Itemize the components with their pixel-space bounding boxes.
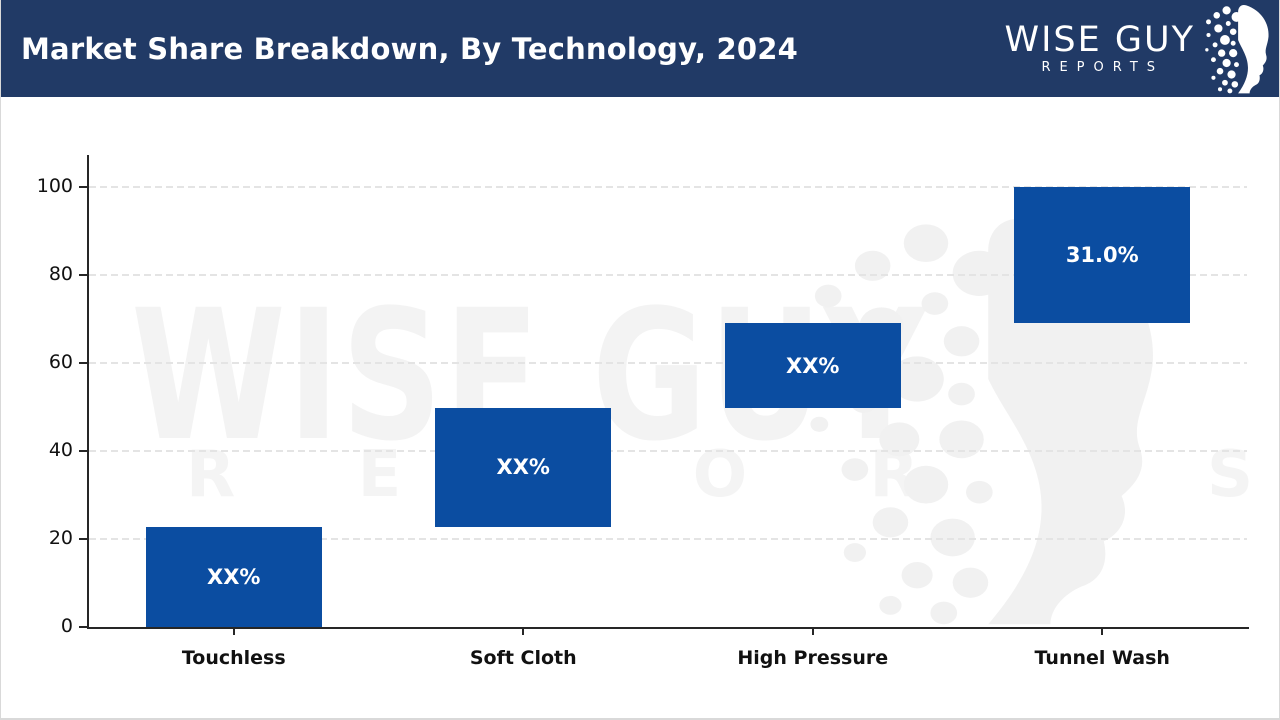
gridline-40 bbox=[89, 450, 1247, 452]
y-tick-label-100: 100 bbox=[36, 175, 73, 197]
x-category-label-1: Soft Cloth bbox=[469, 647, 577, 669]
logo-wordmark: WISE GUY bbox=[1004, 19, 1195, 60]
y-tick-100 bbox=[79, 186, 87, 188]
bar-value-label: 31.0% bbox=[1065, 243, 1139, 268]
bar-value-label: XX% bbox=[207, 565, 261, 590]
gridline-100 bbox=[89, 186, 1247, 188]
y-tick-20 bbox=[79, 538, 87, 540]
y-tick-label-0: 0 bbox=[60, 615, 73, 637]
wiseguy-logo-text: WISE GUY REPORTS bbox=[1004, 19, 1195, 76]
x-category-label-2: High Pressure bbox=[737, 647, 889, 669]
y-tick-80 bbox=[79, 274, 87, 276]
wiseguy-head-icon bbox=[1205, 4, 1269, 93]
bar-value-label: XX% bbox=[786, 353, 840, 378]
gridline-80 bbox=[89, 274, 1247, 276]
x-category-label-0: Touchless bbox=[181, 647, 286, 669]
y-tick-0 bbox=[79, 626, 87, 628]
y-tick-label-20: 20 bbox=[48, 527, 73, 549]
plot-area: 0 20 40 60 80 100 XX% Touchless XX% Soft Cloth XX%… bbox=[37, 155, 1249, 669]
bar-tunnel-wash: 31.0% bbox=[1014, 187, 1191, 324]
gridline-20 bbox=[89, 538, 1247, 540]
page-title: Market Share Breakdown, By Technology, 2… bbox=[21, 31, 799, 66]
y-tick-label-80: 80 bbox=[48, 263, 73, 285]
y-axis-line bbox=[87, 155, 89, 629]
x-tick-2 bbox=[811, 627, 814, 635]
wiseguy-logo: WISE GUY REPORTS bbox=[1004, 3, 1279, 95]
y-tick-label-40: 40 bbox=[48, 439, 73, 461]
y-tick-label-60: 60 bbox=[48, 351, 73, 373]
gridline-60 bbox=[89, 362, 1247, 364]
bar-touchless: XX% bbox=[145, 527, 322, 627]
x-tick-3 bbox=[1101, 627, 1104, 635]
bar-high-pressure: XX% bbox=[724, 323, 901, 408]
logo-subtitle: REPORTS bbox=[1041, 60, 1165, 76]
x-category-label-3: Tunnel Wash bbox=[1034, 647, 1170, 669]
x-tick-0 bbox=[232, 627, 235, 635]
y-tick-40 bbox=[79, 450, 87, 452]
header-bar: Market Share Breakdown, By Technology, 2… bbox=[1, 0, 1279, 97]
bar-value-label: XX% bbox=[496, 455, 550, 480]
x-tick-1 bbox=[522, 627, 525, 635]
bar-soft-cloth: XX% bbox=[435, 407, 612, 528]
y-tick-60 bbox=[79, 362, 87, 364]
x-axis-line bbox=[87, 627, 1249, 629]
